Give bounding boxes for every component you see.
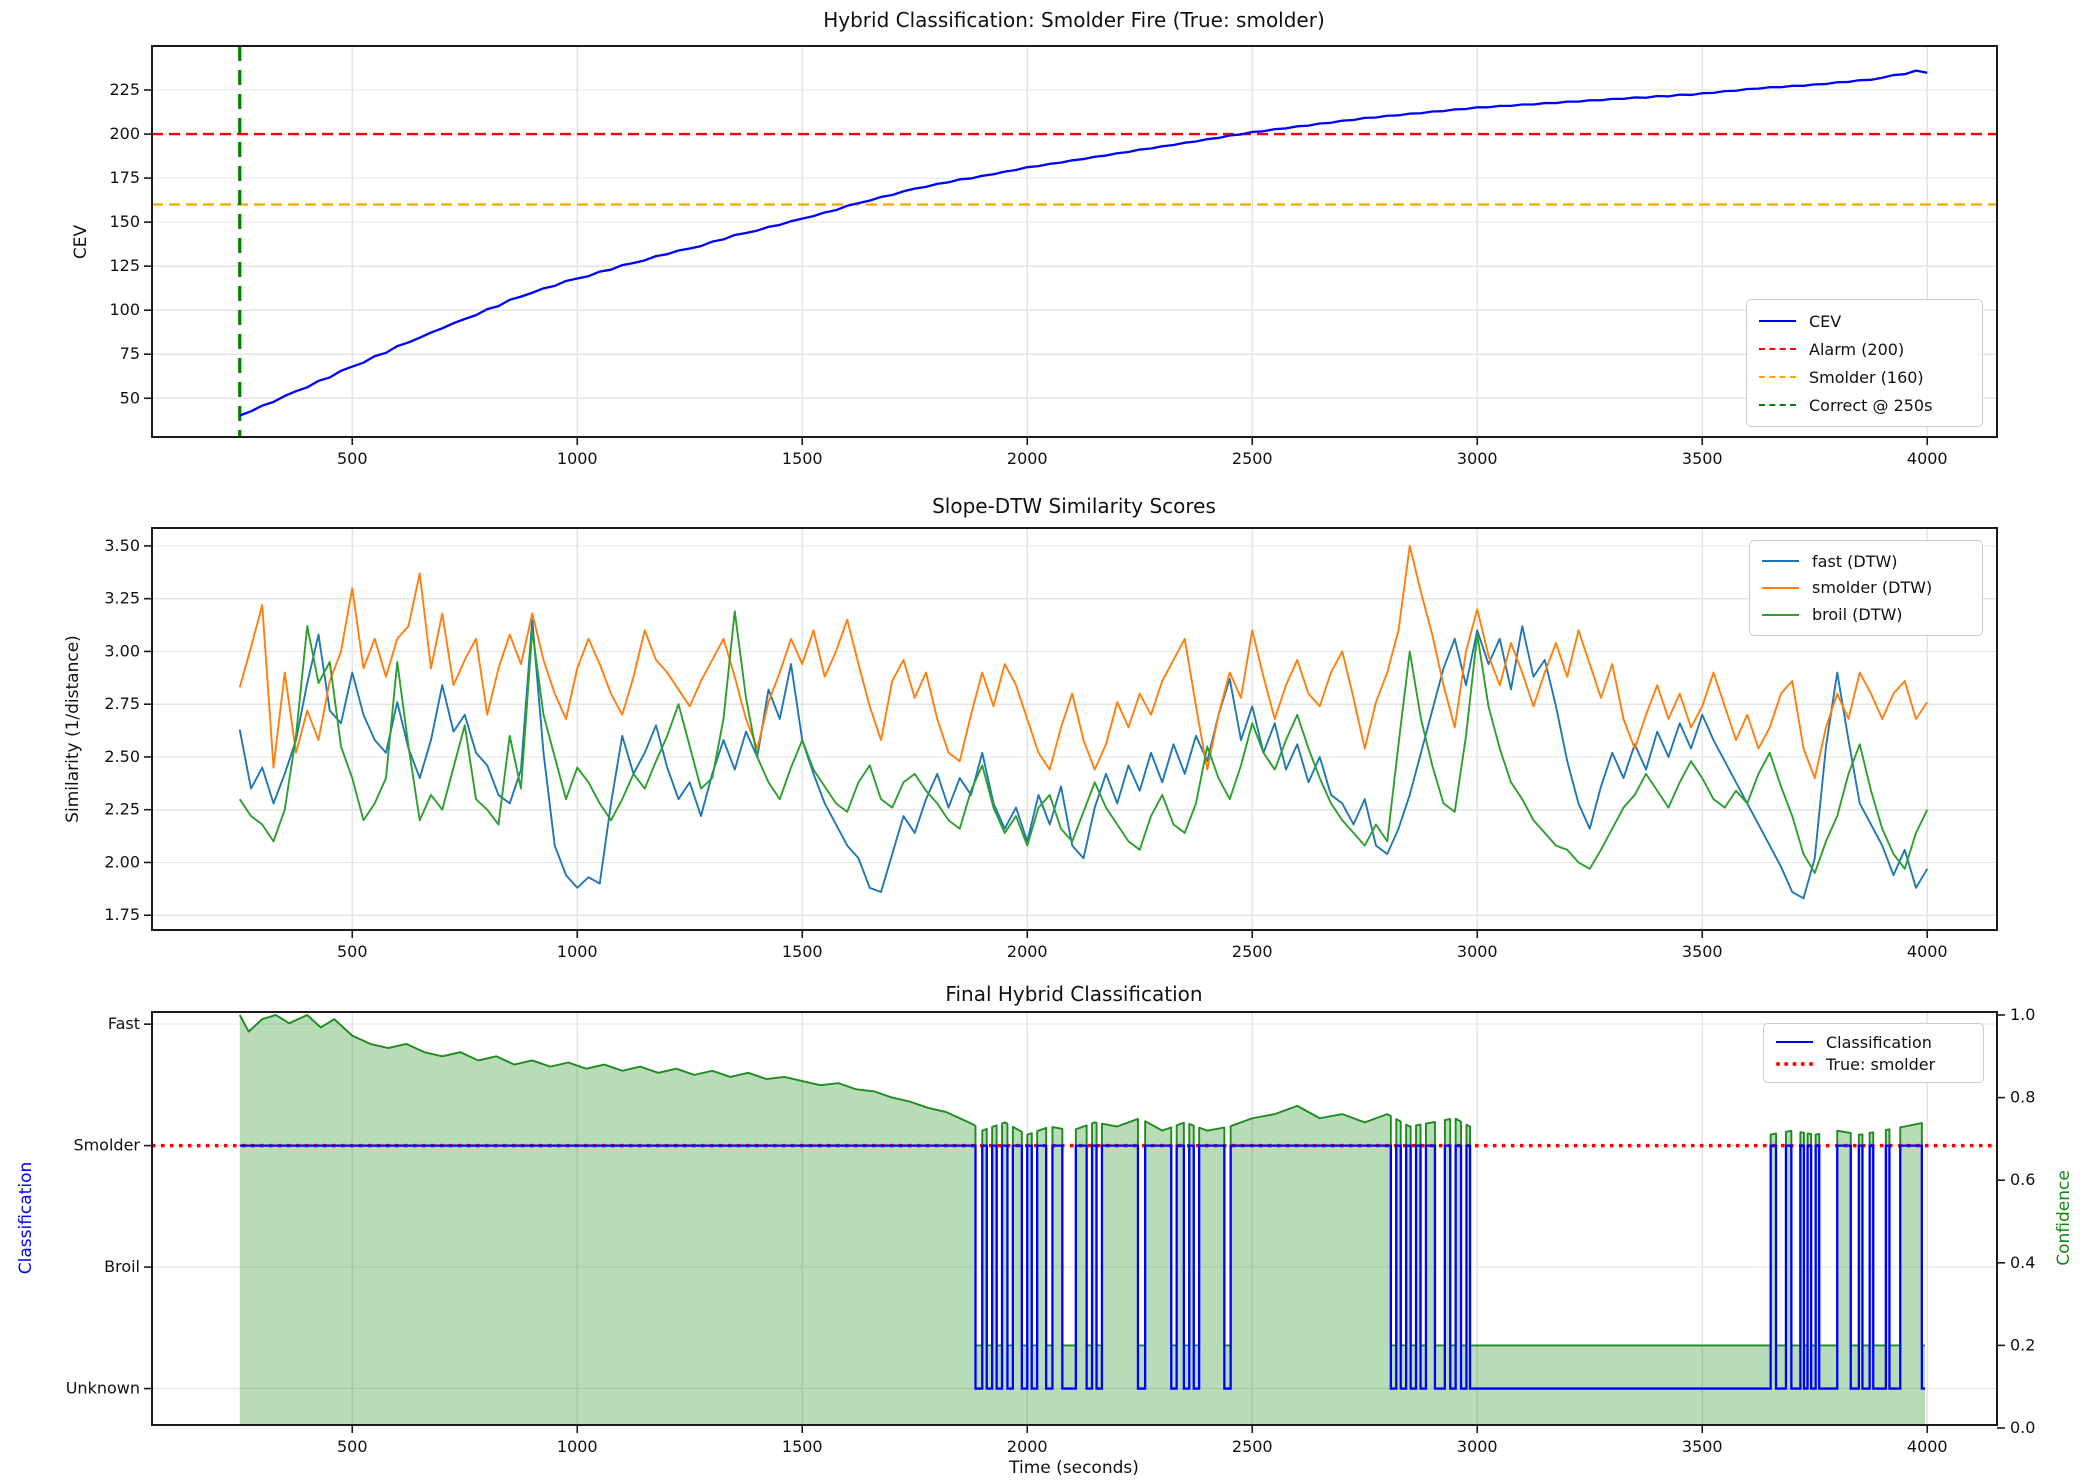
y-tick-label: Fast (108, 1014, 140, 1033)
x-tick-label: 500 (337, 942, 368, 961)
x-axis-title: Time (seconds) (1009, 1458, 1139, 1478)
legend-item-classification: Classification (1776, 1033, 1971, 1052)
right-y-tick-label: 1.0 (2010, 1005, 2035, 1024)
chart2-legend: fast (DTW) smolder (DTW) broil (DTW) (1749, 540, 1983, 636)
x-tick-label: 1000 (557, 449, 598, 468)
y-tick-label: 3.00 (104, 641, 140, 660)
x-tick-label: 3500 (1682, 942, 1723, 961)
y-tick-label: 2.25 (104, 800, 140, 819)
dtw-series-line (238, 544, 1929, 780)
legend-label: fast (DTW) (1812, 551, 1898, 571)
y-tick-label: Unknown (66, 1379, 140, 1398)
x-tick-label: 2000 (1007, 1437, 1048, 1456)
chart2-title: Slope-DTW Similarity Scores (932, 494, 1216, 518)
x-tick-label: 2500 (1232, 449, 1273, 468)
x-tick-label: 2500 (1232, 942, 1273, 961)
chart3-legend: Classification True: smolder (1763, 1023, 1984, 1083)
y-tick-label: 50 (120, 388, 140, 407)
x-tick-label: 1000 (557, 942, 598, 961)
x-tick-label: 500 (337, 1437, 368, 1456)
chart3-title: Final Hybrid Classification (945, 982, 1203, 1006)
y-tick-label: 125 (109, 256, 140, 275)
x-tick-label: 3000 (1457, 449, 1498, 468)
legend-item-fast-dtw: fast (DTW) (1762, 552, 1970, 571)
y-tick-label: 2.50 (104, 747, 140, 766)
classification-step-line (239, 1144, 1925, 1390)
legend-label: smolder (DTW) (1812, 578, 1933, 598)
x-tick-label: 1500 (782, 449, 823, 468)
true-smolder-line-sample (1776, 1062, 1813, 1066)
legend-label: Smolder (160) (1809, 367, 1924, 387)
right-y-tick-label: 0.4 (2010, 1253, 2035, 1272)
x-tick-label: 4000 (1907, 942, 1948, 961)
y-tick-label: Smolder (73, 1136, 140, 1155)
correct-line-sample (1759, 404, 1796, 406)
cev-line-sample (1759, 320, 1796, 322)
chart1-title: Hybrid Classification: Smolder Fire (Tru… (823, 8, 1325, 32)
legend-item-alarm: Alarm (200) (1759, 340, 1970, 359)
y-tick-label: 2.75 (104, 694, 140, 713)
right-y-tick-label: 0.2 (2010, 1335, 2035, 1354)
legend-item-true-smolder: True: smolder (1776, 1055, 1971, 1074)
right-y-tick-label: 0.6 (2010, 1170, 2035, 1189)
axes-frame (151, 1011, 1998, 1426)
chart3-ylabel-left: Classification (16, 1161, 36, 1275)
right-y-tick-label: 0.0 (2010, 1418, 2035, 1437)
legend-label: CEV (1809, 311, 1842, 331)
right-y-tick-label: 0.8 (2010, 1088, 2035, 1107)
alarm-line-sample (1759, 348, 1796, 350)
smolder-line-sample (1759, 376, 1796, 378)
y-tick-label: Broil (104, 1257, 140, 1276)
x-tick-label: 3000 (1457, 942, 1498, 961)
x-tick-label: 1500 (782, 942, 823, 961)
smolder-dtw-line-sample (1762, 586, 1799, 589)
x-tick-label: 2000 (1007, 449, 1048, 468)
legend-item-correct-time: Correct @ 250s (1759, 396, 1970, 415)
axes-frame (151, 527, 1998, 931)
x-tick-label: 3500 (1682, 1437, 1723, 1456)
y-tick-label: 1.75 (104, 905, 140, 924)
y-tick-label: 225 (109, 80, 140, 99)
legend-item-smolder-dtw: smolder (DTW) (1762, 578, 1970, 597)
chart2-ylabel: Similarity (1/distance) (63, 635, 83, 823)
chart3-ylabel-right: Confidence (2054, 1170, 2074, 1266)
confidence-area (239, 1015, 1925, 1425)
dtw-series-line (238, 610, 1929, 874)
y-tick-label: 3.50 (104, 536, 140, 555)
y-tick-label: 200 (109, 124, 140, 143)
cev-series-line (239, 69, 1928, 417)
x-tick-label: 1000 (557, 1437, 598, 1456)
x-tick-label: 1500 (782, 1437, 823, 1456)
y-tick-label: 150 (109, 212, 140, 231)
fast-dtw-line-sample (1762, 560, 1799, 563)
legend-label: True: smolder (1826, 1054, 1936, 1074)
dtw-series-line (238, 618, 1929, 900)
x-tick-label: 3000 (1457, 1437, 1498, 1456)
legend-item-broil-dtw: broil (DTW) (1762, 605, 1970, 624)
axes-frame (151, 45, 1998, 438)
broil-dtw-line-sample (1762, 613, 1799, 616)
legend-label: Correct @ 250s (1809, 395, 1933, 415)
x-tick-label: 500 (337, 449, 368, 468)
chart1-legend: CEV Alarm (200) Smolder (160) Correct @ … (1746, 299, 1983, 427)
y-tick-label: 75 (120, 344, 140, 363)
x-tick-label: 2000 (1007, 942, 1048, 961)
legend-item-cev: CEV (1759, 312, 1970, 331)
y-tick-label: 2.00 (104, 852, 140, 871)
y-tick-label: 175 (109, 168, 140, 187)
x-tick-label: 2500 (1232, 1437, 1273, 1456)
classification-line-sample (1776, 1041, 1813, 1043)
x-tick-label: 4000 (1907, 1437, 1948, 1456)
x-tick-label: 4000 (1907, 449, 1948, 468)
legend-label: broil (DTW) (1812, 605, 1903, 625)
y-tick-label: 100 (109, 300, 140, 319)
legend-item-smolder-threshold: Smolder (160) (1759, 368, 1970, 387)
chart1-ylabel: CEV (71, 224, 91, 260)
legend-label: Alarm (200) (1809, 339, 1905, 359)
x-tick-label: 3500 (1682, 449, 1723, 468)
y-tick-label: 3.25 (104, 589, 140, 608)
legend-label: Classification (1826, 1032, 1932, 1052)
